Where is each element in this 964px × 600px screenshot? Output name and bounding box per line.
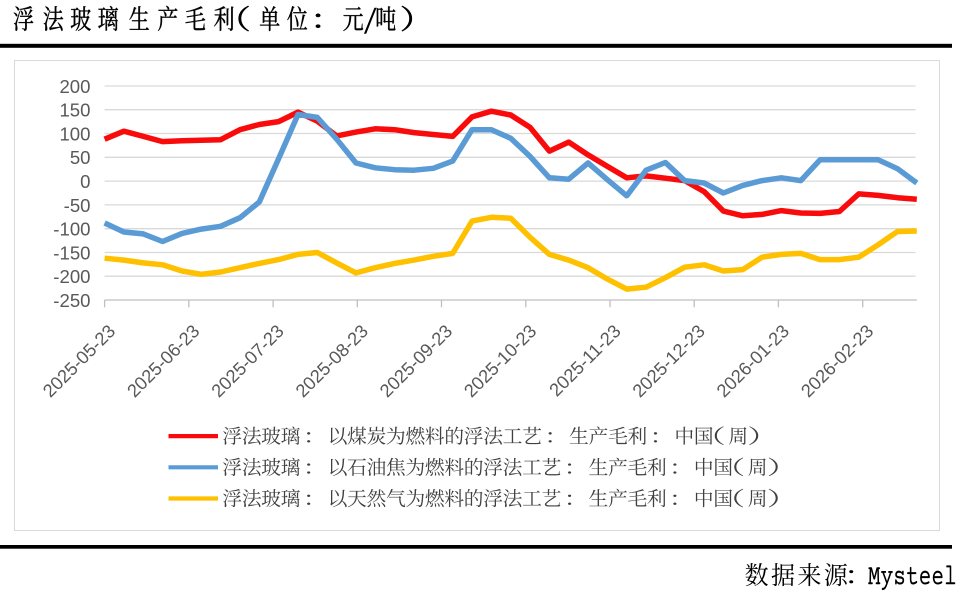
svg-text:50: 50 (70, 147, 91, 168)
svg-text:0: 0 (80, 171, 90, 192)
svg-text:150: 150 (59, 100, 90, 121)
svg-text:100: 100 (59, 123, 90, 144)
svg-text:-150: -150 (53, 242, 90, 263)
svg-text:-200: -200 (53, 266, 90, 287)
svg-text:-50: -50 (64, 195, 91, 216)
svg-text:-250: -250 (53, 290, 90, 311)
svg-text:-100: -100 (53, 219, 90, 240)
svg-text:200: 200 (59, 76, 90, 97)
